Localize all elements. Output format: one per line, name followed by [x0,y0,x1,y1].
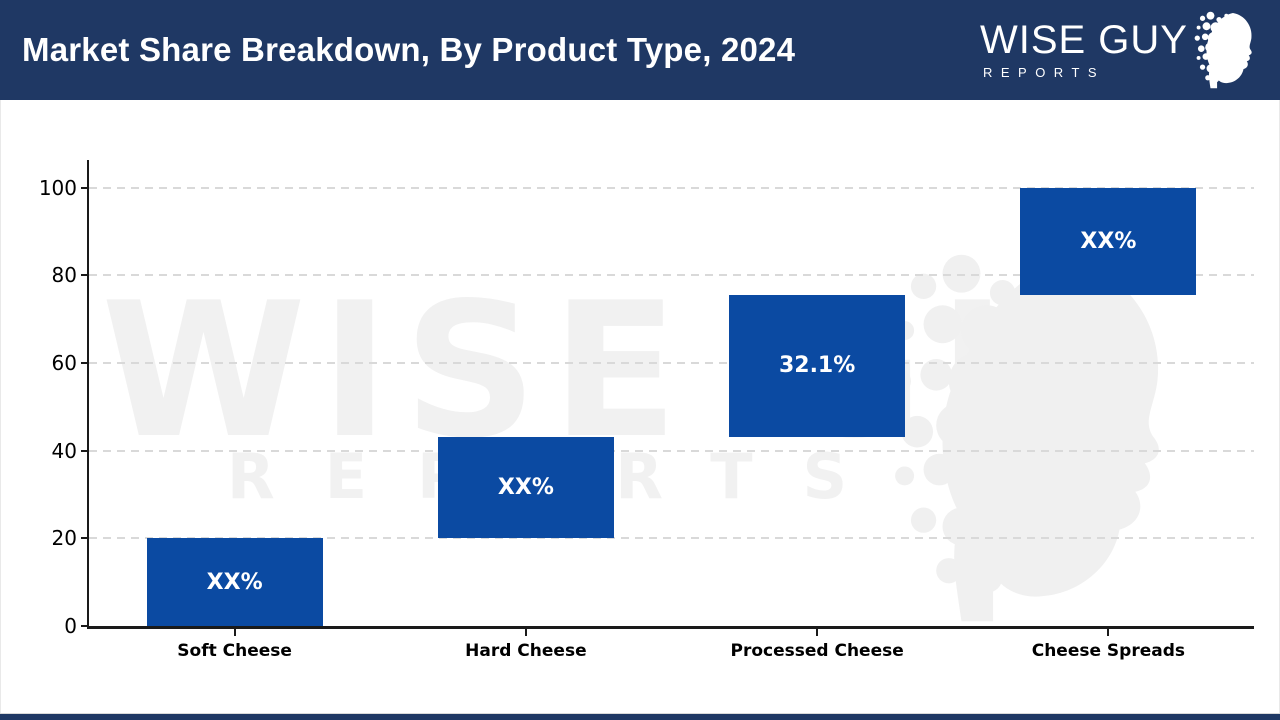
bar-value-label: XX% [206,569,263,595]
y-tick-mark [81,361,89,364]
y-tick-label: 40 [51,438,77,463]
gridline [89,186,1254,189]
y-tick-mark [81,274,89,277]
y-tick-mark [81,186,89,189]
x-category-label: Processed Cheese [730,641,904,661]
y-tick-label: 80 [51,263,77,288]
y-tick-label: 0 [64,614,77,638]
bar-value-label: 32.1% [778,353,856,379]
logo-subtext: REPORTS [982,65,1106,80]
x-tick-mark [233,629,236,636]
y-tick-label: 100 [38,175,77,200]
footer-bar [0,713,1280,720]
x-tick-mark [1107,629,1110,636]
gridline [89,274,1254,277]
y-tick-mark [81,449,89,452]
y-tick-label: 20 [51,526,77,551]
y-tick-label: 60 [51,350,77,375]
x-axis-line [87,626,1254,629]
y-tick-mark [81,537,89,540]
x-category-label: Hard Cheese [465,641,587,661]
bar-value-label: XX% [497,474,554,500]
y-tick-mark [81,625,89,627]
x-tick-mark [816,629,819,636]
y-axis-line [87,160,89,629]
bar-processed-cheese: 32.1% [729,295,906,437]
bar-soft-cheese: XX% [146,538,323,626]
logo-wordmark: WISE GUY [979,18,1188,62]
header-bar: Market Share Breakdown, By Product Type,… [0,0,1280,100]
x-tick-mark [524,629,527,636]
bar-cheese-spreads: XX% [1020,187,1197,296]
page-title: Market Share Breakdown, By Product Type,… [22,31,796,68]
bar-value-label: XX% [1080,228,1137,254]
gridline [89,361,1254,364]
logo-head-icon [1194,11,1252,89]
brand-logo: WISE GUY REPORTS [980,8,1258,92]
x-category-label: Soft Cheese [177,641,292,661]
gridline [89,537,1254,540]
x-category-label: Cheese Spreads [1031,641,1186,661]
gridline [89,449,1254,452]
bar-hard-cheese: XX% [437,436,614,539]
logo-text: WISE GUY REPORTS [980,20,1188,80]
